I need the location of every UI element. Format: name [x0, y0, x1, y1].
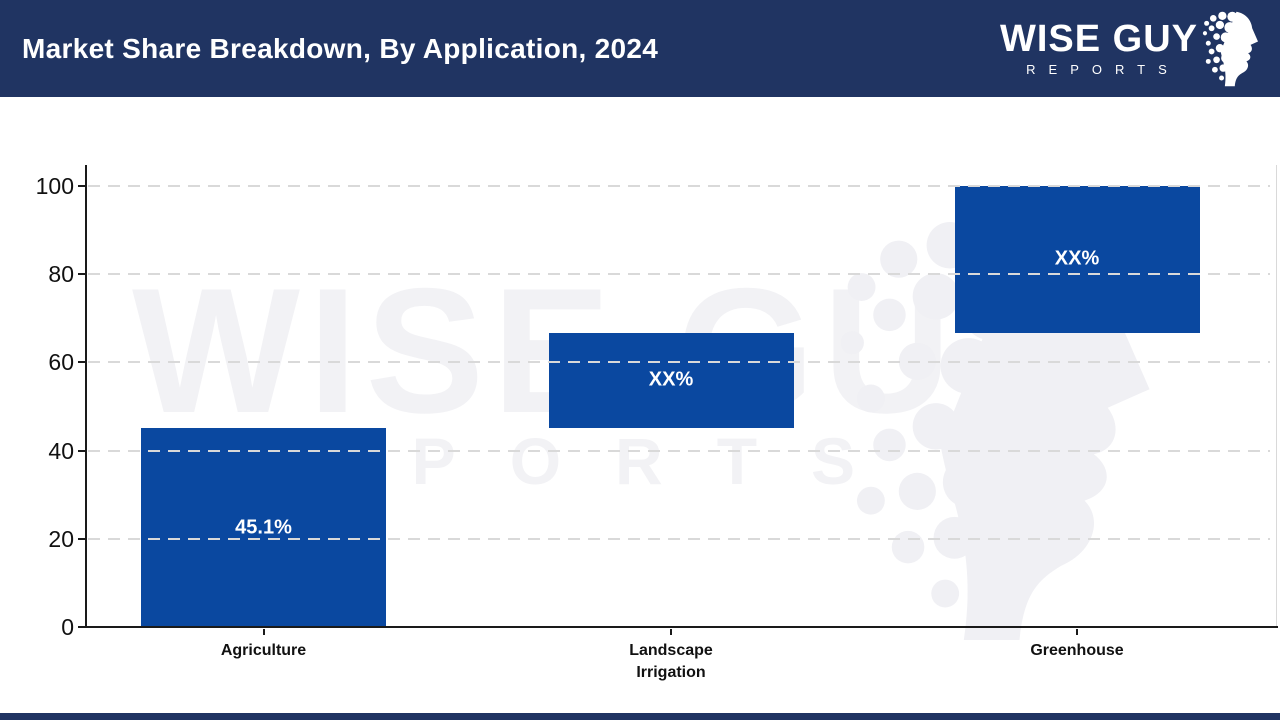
header-band: Market Share Breakdown, By Application, … [0, 0, 1280, 97]
bar-value-label: 45.1% [235, 516, 292, 539]
y-axis-line [85, 165, 87, 628]
gridline [88, 185, 1270, 187]
page-title: Market Share Breakdown, By Application, … [22, 32, 659, 64]
bar-segment [954, 186, 1200, 333]
bar-value-label: XX% [648, 368, 694, 391]
y-tick-label: 20 [48, 525, 74, 552]
x-tick-mark [262, 629, 265, 635]
y-tick-mark [78, 626, 85, 628]
brand-logo: WISE GUY REPORTS [1000, 11, 1258, 87]
dotted-face-logo-icon [1200, 11, 1258, 87]
y-tick-mark [78, 273, 85, 276]
y-tick-mark [78, 537, 85, 540]
footer-band [0, 713, 1280, 720]
bar-segment [548, 332, 794, 429]
x-axis-line [85, 626, 1278, 628]
y-tick-label: 60 [48, 349, 74, 376]
gridline [88, 537, 1270, 540]
y-tick-mark [78, 449, 85, 452]
right-border-line [1276, 165, 1277, 627]
brand-logo-line1: WISE GUY [999, 18, 1198, 60]
bar-segment [141, 428, 386, 627]
y-tick-label: 0 [61, 614, 74, 640]
y-tick-label: 80 [48, 261, 74, 288]
brand-logo-line2: REPORTS [1026, 62, 1180, 77]
y-tick-mark [78, 361, 85, 364]
x-category-label: Landscape Irrigation [629, 642, 713, 681]
y-tick-mark [78, 185, 85, 187]
gridline [88, 449, 1270, 452]
x-tick-mark [670, 629, 672, 635]
x-category-label: Greenhouse [1030, 642, 1124, 659]
bar-value-label: XX% [1054, 247, 1100, 270]
x-tick-mark [1076, 629, 1078, 635]
y-tick-label: 100 [35, 173, 74, 199]
x-category-label: Agriculture [220, 642, 307, 659]
y-tick-label: 40 [48, 437, 74, 464]
gridline [88, 273, 1270, 276]
gridline [88, 361, 1270, 364]
brand-logo-text: WISE GUY REPORTS [1000, 20, 1198, 77]
